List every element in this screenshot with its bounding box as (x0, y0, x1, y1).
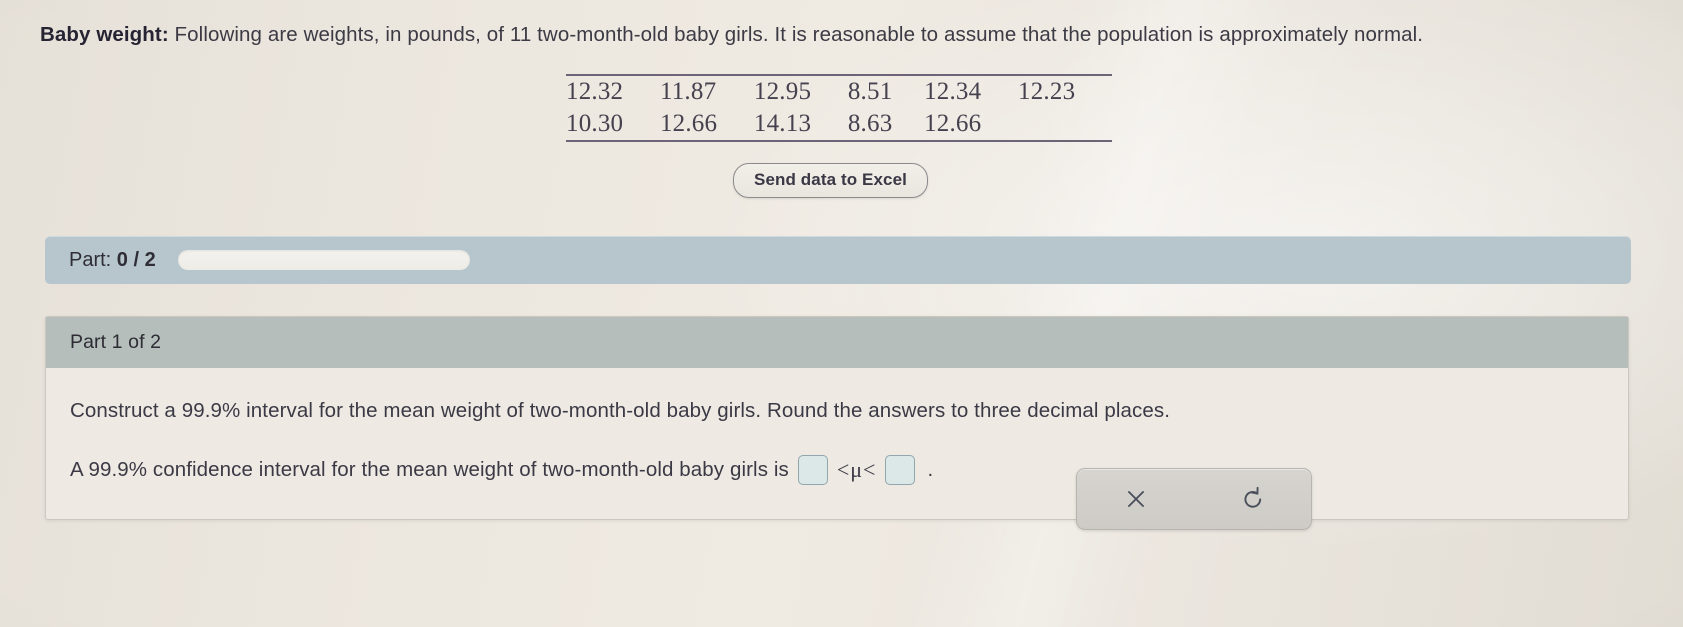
clear-answer-button[interactable] (1110, 477, 1162, 521)
part-progress-prefix: Part: (69, 248, 117, 271)
table-cell: 12.66 (924, 110, 982, 137)
part-progress-label: Part: 0 / 2 (69, 249, 156, 272)
question-text: Construct a 99.9% interval for the mean … (70, 399, 1170, 422)
part-progress-total: 2 (144, 248, 156, 271)
trailing-period: . (927, 457, 934, 481)
part-progress-bar: Part: 0 / 2 (45, 236, 1631, 284)
part-card-header: Part 1 of 2 (46, 317, 1628, 368)
lower-bound-input[interactable] (797, 454, 828, 485)
table-cell: 11.87 (659, 78, 717, 105)
table-row: 10.30 12.66 14.13 8.63 12.66 (566, 108, 1112, 141)
upper-bound-input[interactable] (885, 454, 916, 485)
part-card-body: Construct a 99.9% interval for the mean … (46, 368, 1628, 530)
table-cell: 14.13 (753, 110, 812, 137)
table-cell: 8.63 (847, 110, 893, 137)
part-progress-separator: / (127, 248, 145, 271)
undo-answer-button[interactable] (1227, 477, 1279, 521)
table-cell: 10.30 (566, 110, 624, 137)
send-data-to-excel-button[interactable]: Send data to Excel (733, 163, 928, 198)
part-progress-completed: 0 (116, 248, 128, 271)
data-table-wrapper: 12.32 11.87 12.95 8.51 12.34 12.23 10.30… (566, 74, 1112, 142)
table-cell-empty (1018, 108, 1112, 141)
table-row: 12.32 11.87 12.95 8.51 12.34 12.23 (566, 75, 1112, 108)
table-cell: 12.23 (1018, 78, 1076, 105)
weights-data-table: 12.32 11.87 12.95 8.51 12.34 12.23 10.30… (566, 74, 1112, 142)
answer-tools-panel (1076, 468, 1312, 530)
progress-track (177, 250, 470, 270)
exercise-prompt-text: Following are weights, in pounds, of 11 … (168, 23, 1424, 46)
undo-refresh-icon (1240, 486, 1266, 512)
table-cell: 12.34 (924, 78, 982, 105)
inequality-symbols: <μ< (836, 456, 877, 482)
answer-row: A 99.9% confidence interval for the mean… (70, 454, 1604, 485)
table-cell: 8.51 (847, 78, 893, 105)
table-cell: 12.32 (566, 78, 624, 105)
answer-prefix-text: A 99.9% confidence interval for the mean… (70, 457, 789, 481)
exercise-prompt-lead: Baby weight: (40, 23, 169, 46)
table-cell: 12.66 (659, 110, 718, 137)
close-x-icon (1124, 487, 1148, 511)
table-cell: 12.95 (753, 78, 812, 105)
part-1-card: Part 1 of 2 Construct a 99.9% interval f… (45, 316, 1629, 530)
exercise-prompt: Baby weight: Following are weights, in p… (40, 22, 1650, 48)
